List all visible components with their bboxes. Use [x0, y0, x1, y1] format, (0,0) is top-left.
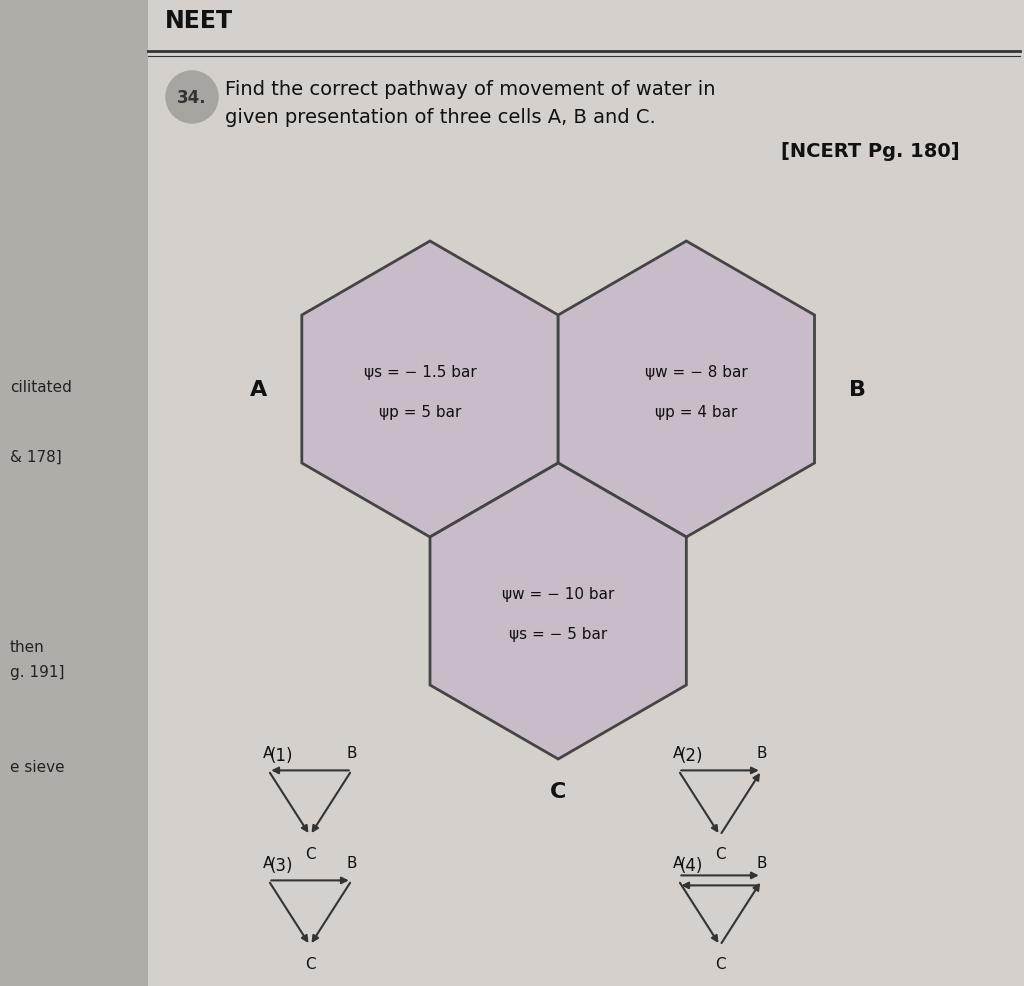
Text: 34.: 34. — [177, 89, 207, 106]
Text: A: A — [250, 380, 267, 399]
Text: then: then — [10, 639, 45, 655]
Text: C: C — [305, 956, 315, 971]
Text: C: C — [305, 846, 315, 861]
Polygon shape — [302, 242, 558, 537]
Text: Find the correct pathway of movement of water in: Find the correct pathway of movement of … — [225, 80, 716, 99]
Text: & 178]: & 178] — [10, 450, 61, 464]
Text: ψp = 5 bar: ψp = 5 bar — [379, 404, 461, 419]
Text: ψs = − 5 bar: ψs = − 5 bar — [509, 626, 607, 641]
Bar — [148, 0, 1024, 986]
Text: B: B — [757, 745, 767, 760]
Text: g. 191]: g. 191] — [10, 665, 65, 679]
Text: A: A — [263, 855, 273, 870]
Polygon shape — [558, 242, 814, 537]
Bar — [0, 0, 148, 986]
Text: e sieve: e sieve — [10, 759, 65, 774]
Text: ψw = − 10 bar: ψw = − 10 bar — [502, 586, 614, 600]
Text: (2): (2) — [680, 746, 702, 764]
Text: A: A — [263, 745, 273, 760]
Text: ψs = − 1.5 bar: ψs = − 1.5 bar — [364, 364, 476, 379]
Circle shape — [166, 72, 218, 124]
Text: C: C — [715, 846, 725, 861]
Text: C: C — [715, 956, 725, 971]
Text: cilitated: cilitated — [10, 380, 72, 394]
Text: NEET: NEET — [165, 9, 233, 33]
Polygon shape — [430, 463, 686, 759]
Text: given presentation of three cells A, B and C.: given presentation of three cells A, B a… — [225, 107, 655, 127]
Text: (1): (1) — [269, 746, 293, 764]
Text: B: B — [346, 745, 356, 760]
Text: B: B — [849, 380, 866, 399]
Text: A: A — [673, 855, 684, 870]
Text: A: A — [673, 745, 684, 760]
Text: B: B — [757, 855, 767, 870]
Text: (4): (4) — [680, 856, 702, 874]
Text: ψw = − 8 bar: ψw = − 8 bar — [645, 364, 748, 379]
Text: B: B — [346, 855, 356, 870]
Text: [NCERT Pg. 180]: [NCERT Pg. 180] — [780, 142, 959, 161]
Text: (3): (3) — [269, 856, 293, 874]
Text: ψp = 4 bar: ψp = 4 bar — [655, 404, 737, 419]
Text: C: C — [550, 781, 566, 802]
